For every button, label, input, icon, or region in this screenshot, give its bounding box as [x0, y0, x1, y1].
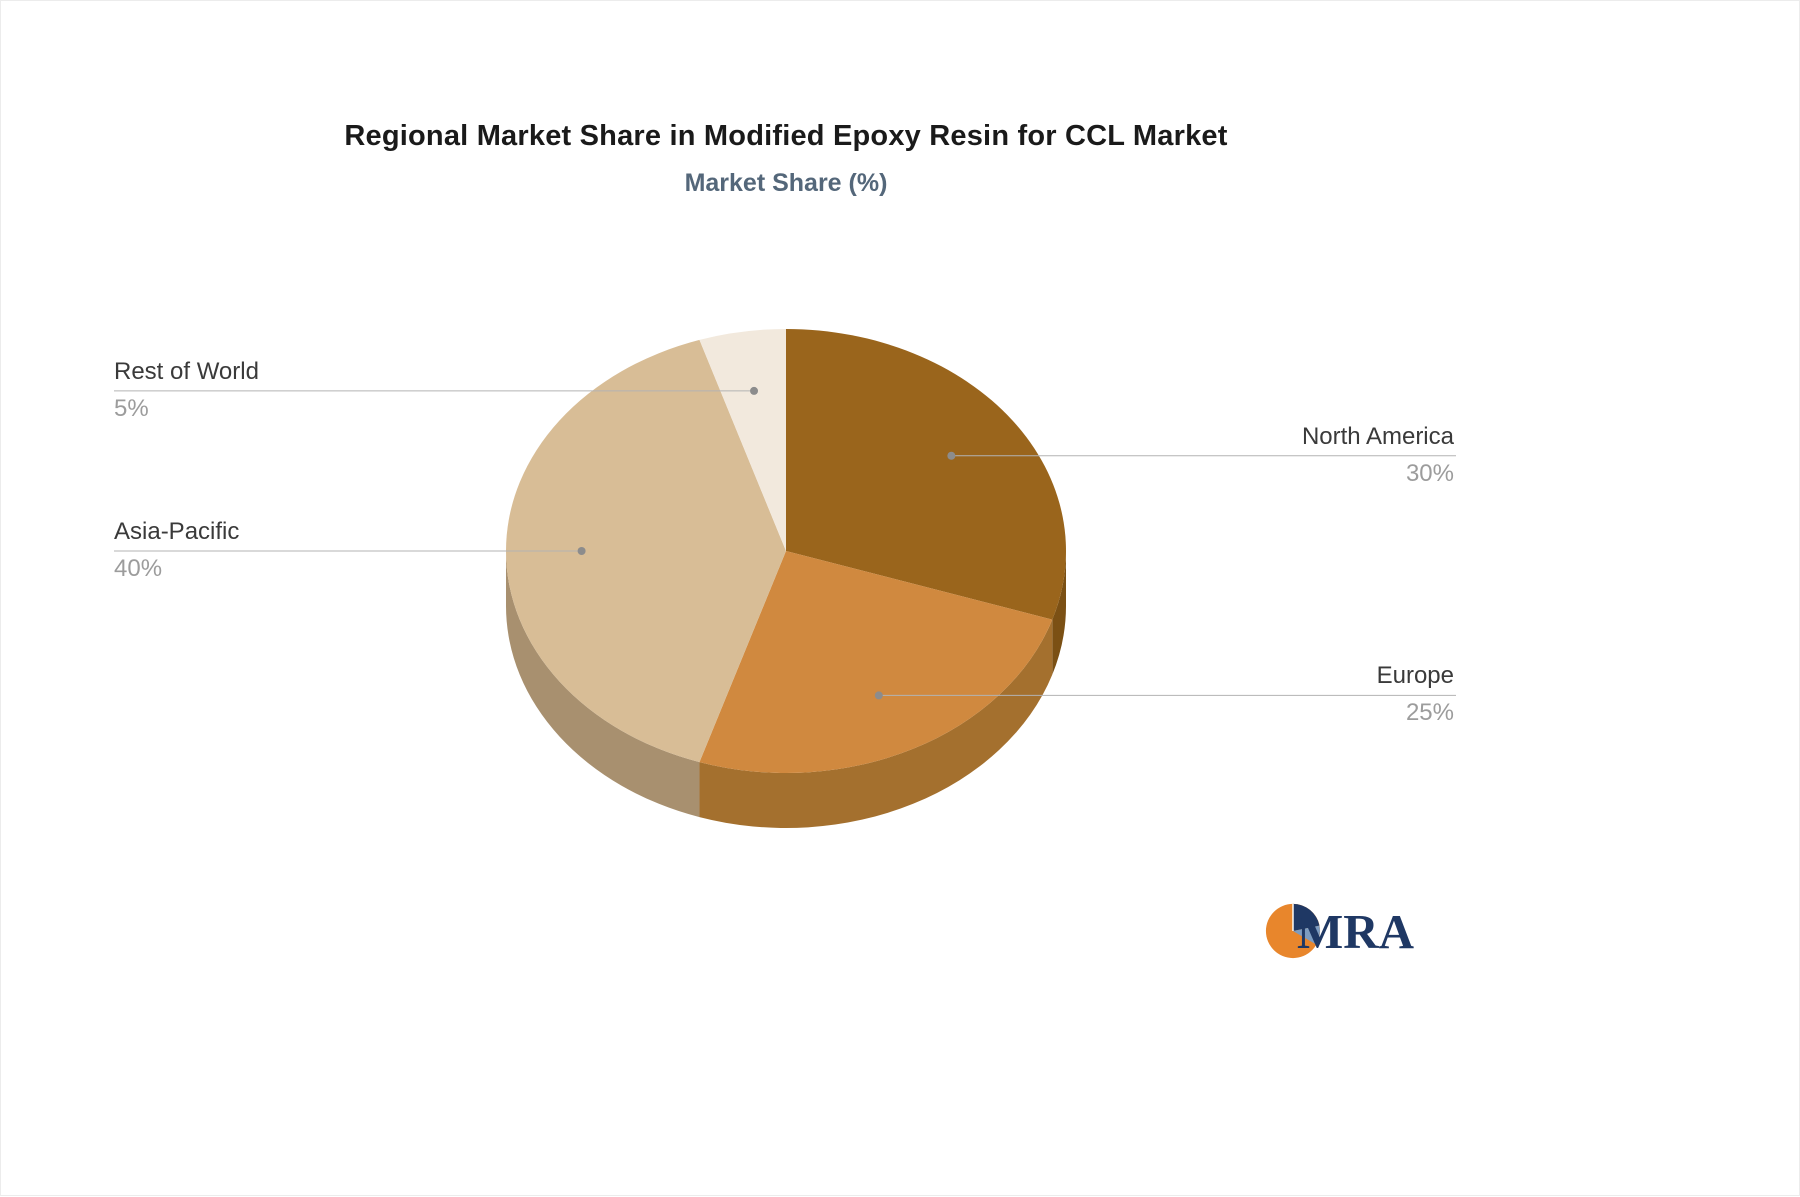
- slice-label-north-america: North America 30%: [1301, 422, 1454, 487]
- slice-value-text: 30%: [1405, 459, 1454, 487]
- slice-value-text: 40%: [114, 555, 163, 582]
- leader-dot-europe: [874, 691, 883, 700]
- slice-name-text: Asia-Pacific: [114, 518, 240, 545]
- leader-dot-asia-pacific: [577, 547, 586, 555]
- slice-value-text: 5%: [114, 394, 149, 422]
- slice-label-europe: Europe 25%: [1377, 663, 1454, 726]
- chart-title: Regional Market Share in Modified Epoxy …: [344, 120, 1228, 152]
- pie-slice-side-europe: [699, 619, 1053, 828]
- slice-value-text: 25%: [1405, 699, 1454, 727]
- chart-subtitle: Market Share (%): [684, 169, 888, 197]
- pie-slice-europe[interactable]: [699, 551, 1053, 773]
- slice-name-text: Europe: [1376, 662, 1454, 690]
- pie-slice-side-asia-pacific: [506, 551, 700, 818]
- brand-logo: MRA: [1264, 900, 1414, 962]
- brand-logo-text: MRA: [1297, 903, 1415, 959]
- pie-slice-asia-pacific[interactable]: [505, 339, 786, 763]
- slice-label-asia-pacific: Asia-Pacific 40%: [114, 519, 239, 582]
- leader-dot-north-america: [947, 451, 956, 460]
- slice-name-text: Rest of World: [114, 357, 259, 385]
- pie-slice-north-america[interactable]: [786, 329, 1066, 620]
- pie-slice-side-north-america: [1052, 551, 1066, 675]
- slice-label-rest-of-world: Rest of World 5%: [114, 357, 259, 422]
- pie-slice-rest-of-world[interactable]: [699, 329, 786, 551]
- slice-name-text: North America: [1301, 422, 1454, 450]
- leader-dot-rest-of-world: [750, 386, 759, 395]
- brand-logo-pie-icon: [1265, 903, 1321, 959]
